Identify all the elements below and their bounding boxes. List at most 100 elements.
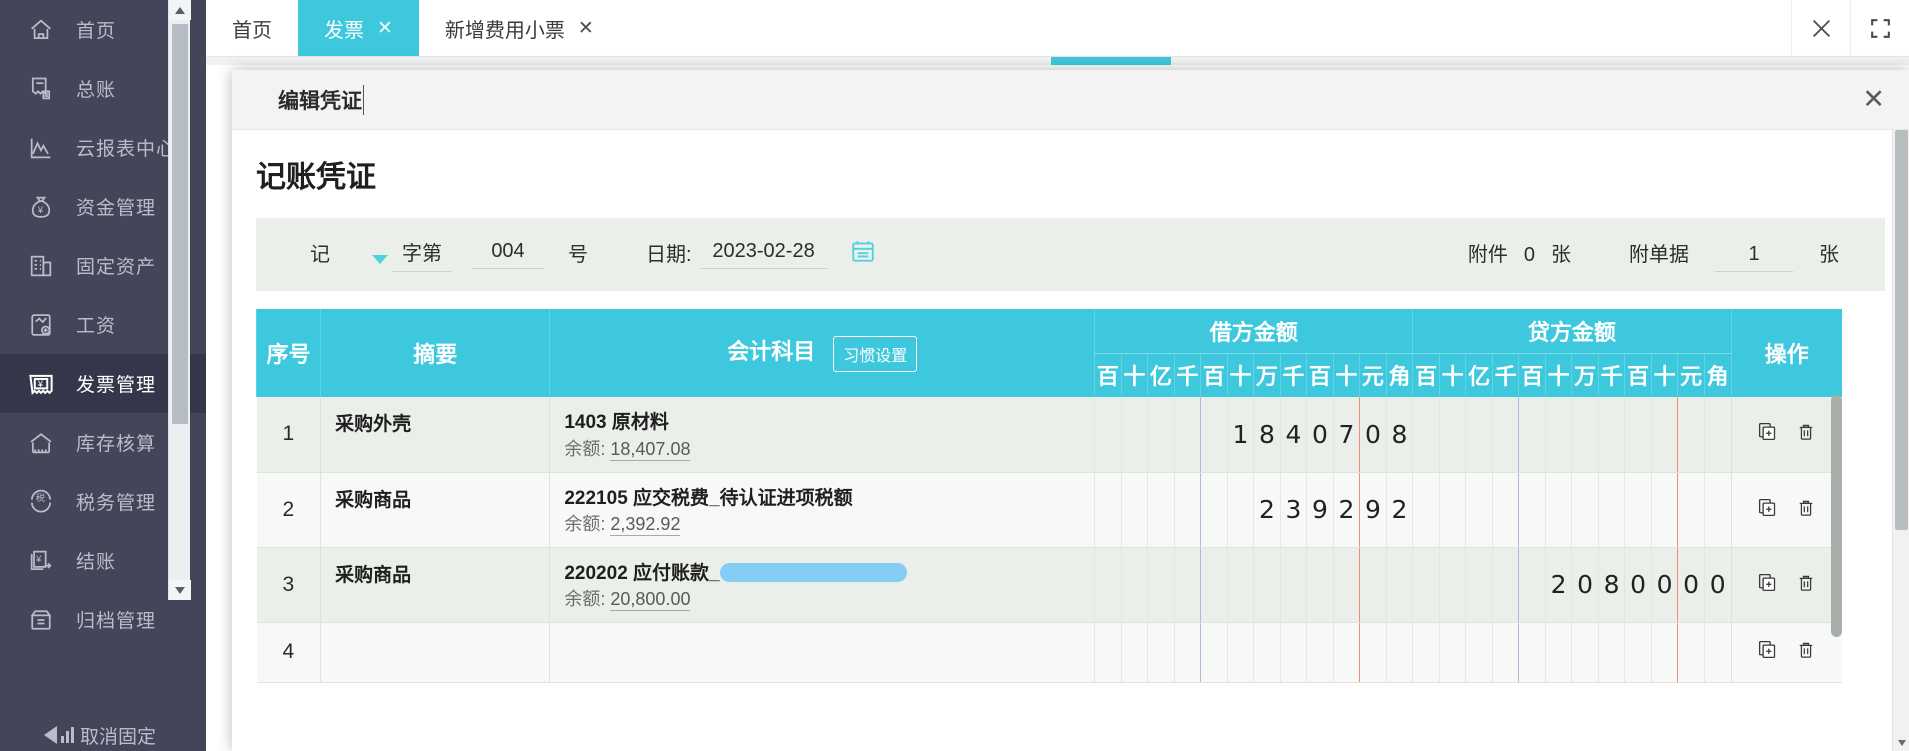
sidebar-scroll-up-button[interactable] [169, 0, 191, 20]
row-summary[interactable]: 采购商品 [320, 547, 550, 623]
debit-digit-10[interactable] [1359, 547, 1387, 623]
debit-digit-11[interactable] [1385, 622, 1413, 683]
credit-digit-0[interactable] [1412, 622, 1440, 683]
credit-digit-9[interactable] [1650, 472, 1678, 548]
debit-digit-0[interactable] [1094, 472, 1122, 548]
credit-digit-7[interactable]: 8 [1597, 547, 1625, 623]
debit-digit-3[interactable] [1173, 472, 1201, 548]
debit-digit-10[interactable] [1359, 622, 1387, 683]
credit-digit-10[interactable] [1677, 472, 1705, 548]
debit-digit-6[interactable] [1253, 622, 1281, 683]
credit-digit-6[interactable]: 0 [1571, 547, 1599, 623]
debit-digit-0[interactable] [1094, 622, 1122, 683]
credit-digit-10[interactable]: 0 [1677, 547, 1705, 623]
debit-digit-9[interactable] [1332, 622, 1360, 683]
credit-digit-10[interactable] [1677, 397, 1705, 473]
debit-digit-7[interactable]: 4 [1279, 397, 1307, 473]
debit-digit-9[interactable]: 2 [1332, 472, 1360, 548]
debit-digit-4[interactable] [1200, 547, 1228, 623]
credit-digit-6[interactable] [1571, 472, 1599, 548]
delete-row-icon[interactable] [1796, 498, 1816, 523]
credit-digit-1[interactable] [1438, 622, 1466, 683]
debit-digit-8[interactable]: 9 [1306, 472, 1334, 548]
copy-row-icon[interactable] [1757, 421, 1778, 447]
credit-digit-7[interactable] [1597, 397, 1625, 473]
row-summary[interactable]: 采购商品 [320, 472, 550, 548]
credit-digit-3[interactable] [1491, 397, 1519, 473]
credit-digit-8[interactable]: 0 [1624, 547, 1652, 623]
voucher-number-input[interactable]: 004 [472, 240, 544, 269]
credit-digit-3[interactable] [1491, 547, 1519, 623]
debit-digit-3[interactable] [1173, 397, 1201, 473]
debit-digit-2[interactable] [1147, 622, 1175, 683]
tab-0[interactable]: 首页 [206, 0, 298, 56]
sidebar-scroll-down-button[interactable] [169, 580, 191, 600]
credit-digit-0[interactable] [1412, 397, 1440, 473]
copy-row-icon[interactable] [1757, 572, 1778, 598]
credit-digit-1[interactable] [1438, 397, 1466, 473]
credit-digit-2[interactable] [1465, 547, 1493, 623]
dialog-scroll-down-button[interactable] [1893, 735, 1909, 751]
sidebar-item-5[interactable]: 工资 [0, 295, 206, 354]
delete-row-icon[interactable] [1796, 573, 1816, 598]
table-scroll-thumb[interactable] [1831, 395, 1842, 637]
debit-digit-2[interactable] [1147, 397, 1175, 473]
credit-digit-6[interactable] [1571, 397, 1599, 473]
row-summary[interactable]: 采购外壳 [320, 397, 550, 473]
debit-digit-11[interactable] [1385, 547, 1413, 623]
debit-digit-6[interactable]: 2 [1253, 472, 1281, 548]
table-row[interactable]: 2 采购商品 222105 应交税费_待认证进项税额 余额: 2,392.92 2 3 9 2… [256, 472, 1842, 548]
dialog-scrollbar[interactable] [1892, 130, 1909, 751]
debit-digit-7[interactable] [1279, 622, 1307, 683]
debit-digit-11[interactable]: 2 [1385, 472, 1413, 548]
row-summary[interactable] [320, 622, 550, 683]
credit-digit-0[interactable] [1412, 547, 1440, 623]
credit-digit-8[interactable] [1624, 397, 1652, 473]
credit-digit-1[interactable] [1438, 472, 1466, 548]
habit-settings-button[interactable]: 习惯设置 [833, 335, 918, 372]
tab-close-icon[interactable]: ✕ [577, 17, 594, 39]
credit-digit-4[interactable] [1518, 622, 1546, 683]
debit-digit-9[interactable]: 7 [1332, 397, 1360, 473]
debit-digit-8[interactable] [1306, 622, 1334, 683]
sidebar-scrollbar[interactable] [168, 0, 191, 600]
sidebar-item-2[interactable]: 云报表中心 [0, 118, 206, 177]
row-account[interactable]: 1403 原材料 余额: 18,407.08 [549, 397, 1095, 473]
debit-digit-0[interactable] [1094, 397, 1122, 473]
debit-digit-8[interactable] [1306, 547, 1334, 623]
credit-digit-10[interactable] [1677, 622, 1705, 683]
credit-digit-3[interactable] [1491, 622, 1519, 683]
table-scrollbar[interactable] [1831, 395, 1842, 739]
calendar-icon[interactable] [850, 238, 876, 270]
credit-digit-11[interactable] [1703, 472, 1732, 548]
debit-digit-7[interactable]: 3 [1279, 472, 1307, 548]
credit-digit-0[interactable] [1412, 472, 1440, 548]
credit-digit-9[interactable]: 0 [1650, 547, 1678, 623]
debit-digit-10[interactable]: 9 [1359, 472, 1387, 548]
credit-digit-8[interactable] [1624, 622, 1652, 683]
credit-digit-1[interactable] [1438, 547, 1466, 623]
copy-row-icon[interactable] [1757, 497, 1778, 523]
delete-row-icon[interactable] [1796, 640, 1816, 665]
row-account[interactable] [549, 622, 1095, 683]
sidebar-item-4[interactable]: 固定资产 [0, 236, 206, 295]
sidebar-item-3[interactable]: ¥ 资金管理 [0, 177, 206, 236]
tab-close-icon[interactable]: ✕ [377, 17, 393, 39]
dialog-close-icon[interactable]: ✕ [1862, 84, 1885, 114]
receipt-count-input[interactable]: 1 [1715, 243, 1793, 272]
debit-digit-8[interactable]: 0 [1306, 397, 1334, 473]
credit-digit-5[interactable]: 2 [1544, 547, 1572, 623]
sidebar-item-9[interactable]: ¥ 结账 [0, 531, 206, 590]
debit-digit-0[interactable] [1094, 547, 1122, 623]
debit-digit-4[interactable] [1200, 397, 1228, 473]
credit-digit-4[interactable] [1518, 397, 1546, 473]
debit-digit-4[interactable] [1200, 622, 1228, 683]
voucher-date-input[interactable]: 2023-02-28 [699, 240, 828, 269]
debit-digit-5[interactable] [1226, 622, 1254, 683]
credit-digit-2[interactable] [1465, 622, 1493, 683]
debit-digit-6[interactable]: 8 [1253, 397, 1281, 473]
credit-digit-9[interactable] [1650, 397, 1678, 473]
row-account[interactable]: 220202 应付账款_ 余额: 20,800.00 [549, 547, 1095, 623]
sidebar-item-10[interactable]: 归档管理 [0, 590, 206, 649]
table-row[interactable]: 1 采购外壳 1403 原材料 余额: 18,407.08 1 8 4 0 7 0 8 [256, 397, 1842, 473]
